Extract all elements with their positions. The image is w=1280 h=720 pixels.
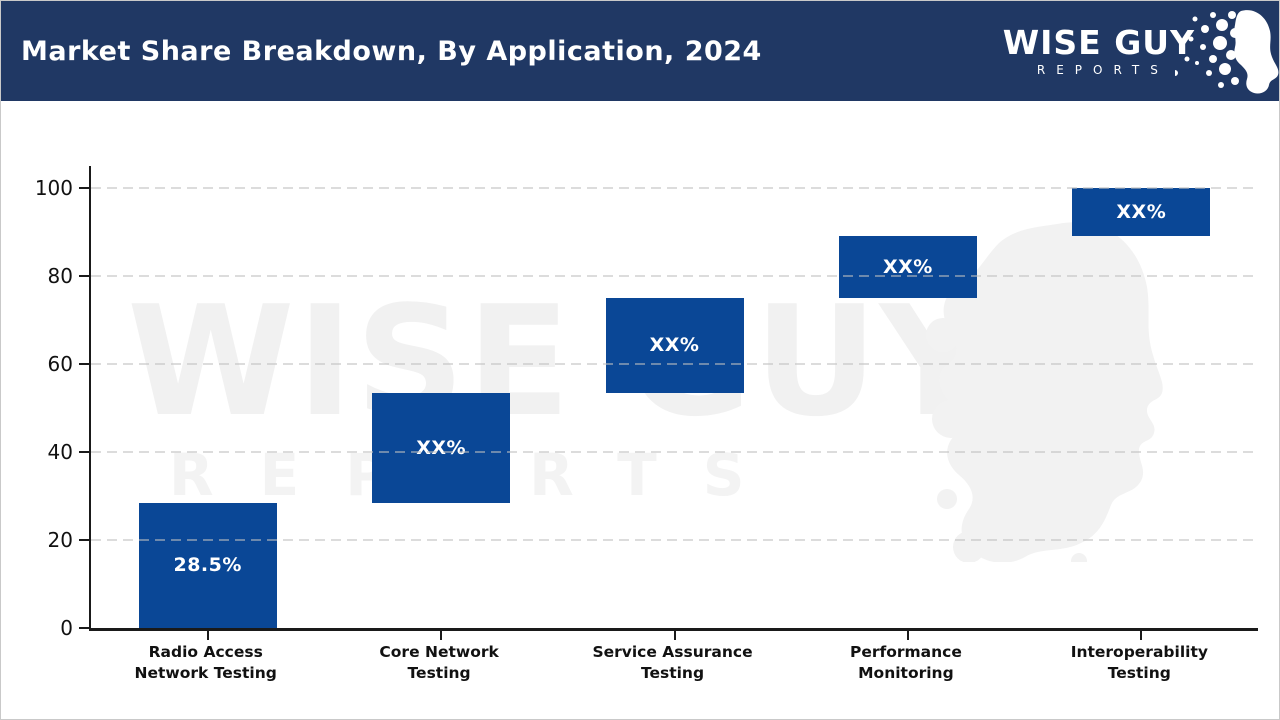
bar-column-4: XX% <box>1025 166 1258 640</box>
x-category-line: Performance <box>849 643 962 661</box>
bar-value-label: XX% <box>883 256 933 279</box>
y-tick-0 <box>79 627 89 629</box>
plot-area: 28.5% XX% XX% XX% XX% 0 20 40 60 80 100 <box>35 166 1258 640</box>
x-axis-labels: Radio Access Network Testing Core Network T… <box>89 642 1256 684</box>
bar-value-label: 28.5% <box>173 554 242 577</box>
gridline-20 <box>91 539 1258 541</box>
y-tick-40 <box>79 451 89 453</box>
x-category-label-0: Radio Access Network Testing <box>89 642 322 684</box>
gridline-100 <box>91 187 1258 189</box>
gridline-60 <box>91 363 1258 365</box>
gridline-40 <box>91 451 1258 453</box>
x-category-line: Monitoring <box>858 664 954 682</box>
logo-wordmark: WISE GUY <box>1002 22 1195 62</box>
x-category-line: Interoperability <box>1070 643 1208 661</box>
logo-head-icon <box>1175 3 1279 99</box>
bar-value-label: XX% <box>1116 201 1167 224</box>
y-tick-label-60: 60 <box>47 352 73 376</box>
x-category-line: Testing <box>640 664 705 682</box>
x-tick-3 <box>906 631 909 640</box>
x-category-line: Testing <box>407 664 471 682</box>
x-category-label-3: Performance Monitoring <box>789 642 1022 684</box>
bar-segment-1: XX% <box>372 392 511 503</box>
y-tick-label-0: 0 <box>60 616 73 640</box>
bar-value-label: XX% <box>649 334 700 357</box>
report-header: Market Share Breakdown, By Application, … <box>1 1 1279 101</box>
y-tick-60 <box>79 363 89 365</box>
y-tick-100 <box>79 187 89 189</box>
y-tick-80 <box>79 275 89 277</box>
bar-segment-2: XX% <box>605 298 744 393</box>
x-tick-2 <box>673 631 676 640</box>
x-tick-1 <box>440 631 443 640</box>
bar-columns: 28.5% XX% XX% XX% XX% <box>91 166 1258 640</box>
bar-segment-3: XX% <box>838 236 977 298</box>
x-tick-0 <box>206 631 209 640</box>
bar-column-0: 28.5% <box>91 166 324 640</box>
x-category-line: Core Network <box>379 643 499 661</box>
logo-subtitle: REPORTS <box>1036 62 1169 77</box>
x-category-label-4: Interoperability Testing <box>1023 642 1256 684</box>
x-category-line: Testing <box>1107 664 1171 682</box>
y-tick-20 <box>79 539 89 541</box>
x-category-label-2: Service Assurance Testing <box>556 642 789 684</box>
y-tick-label-100: 100 <box>34 176 73 200</box>
bar-segment-0: 28.5% <box>138 502 277 628</box>
y-tick-label-80: 80 <box>47 264 73 288</box>
x-category-label-1: Core Network Testing <box>322 642 555 684</box>
x-category-line: Radio Access <box>148 643 263 661</box>
x-category-line: Service Assurance <box>592 643 753 661</box>
x-tick-4 <box>1140 631 1143 640</box>
watermark-wordmark: WISE GUY <box>127 273 992 450</box>
chart-area: WISE GUY REPORTS <box>1 101 1279 719</box>
bar-column-1: XX% <box>324 166 557 640</box>
y-tick-label-40: 40 <box>47 440 73 464</box>
y-tick-label-20: 20 <box>47 528 73 552</box>
watermark-head-icon <box>913 217 1163 569</box>
bar-value-label: XX% <box>416 436 467 459</box>
page-title: Market Share Breakdown, By Application, … <box>21 35 762 67</box>
logo-text: WISE GUY REPORTS <box>1003 26 1195 77</box>
gridline-80 <box>91 275 1258 277</box>
wise-guy-logo: WISE GUY REPORTS <box>1003 1 1279 101</box>
bar-column-2: XX% <box>558 166 791 640</box>
bar-segment-4: XX% <box>1072 188 1211 237</box>
x-category-line: Network Testing <box>134 664 277 682</box>
bar-column-3: XX% <box>791 166 1024 640</box>
